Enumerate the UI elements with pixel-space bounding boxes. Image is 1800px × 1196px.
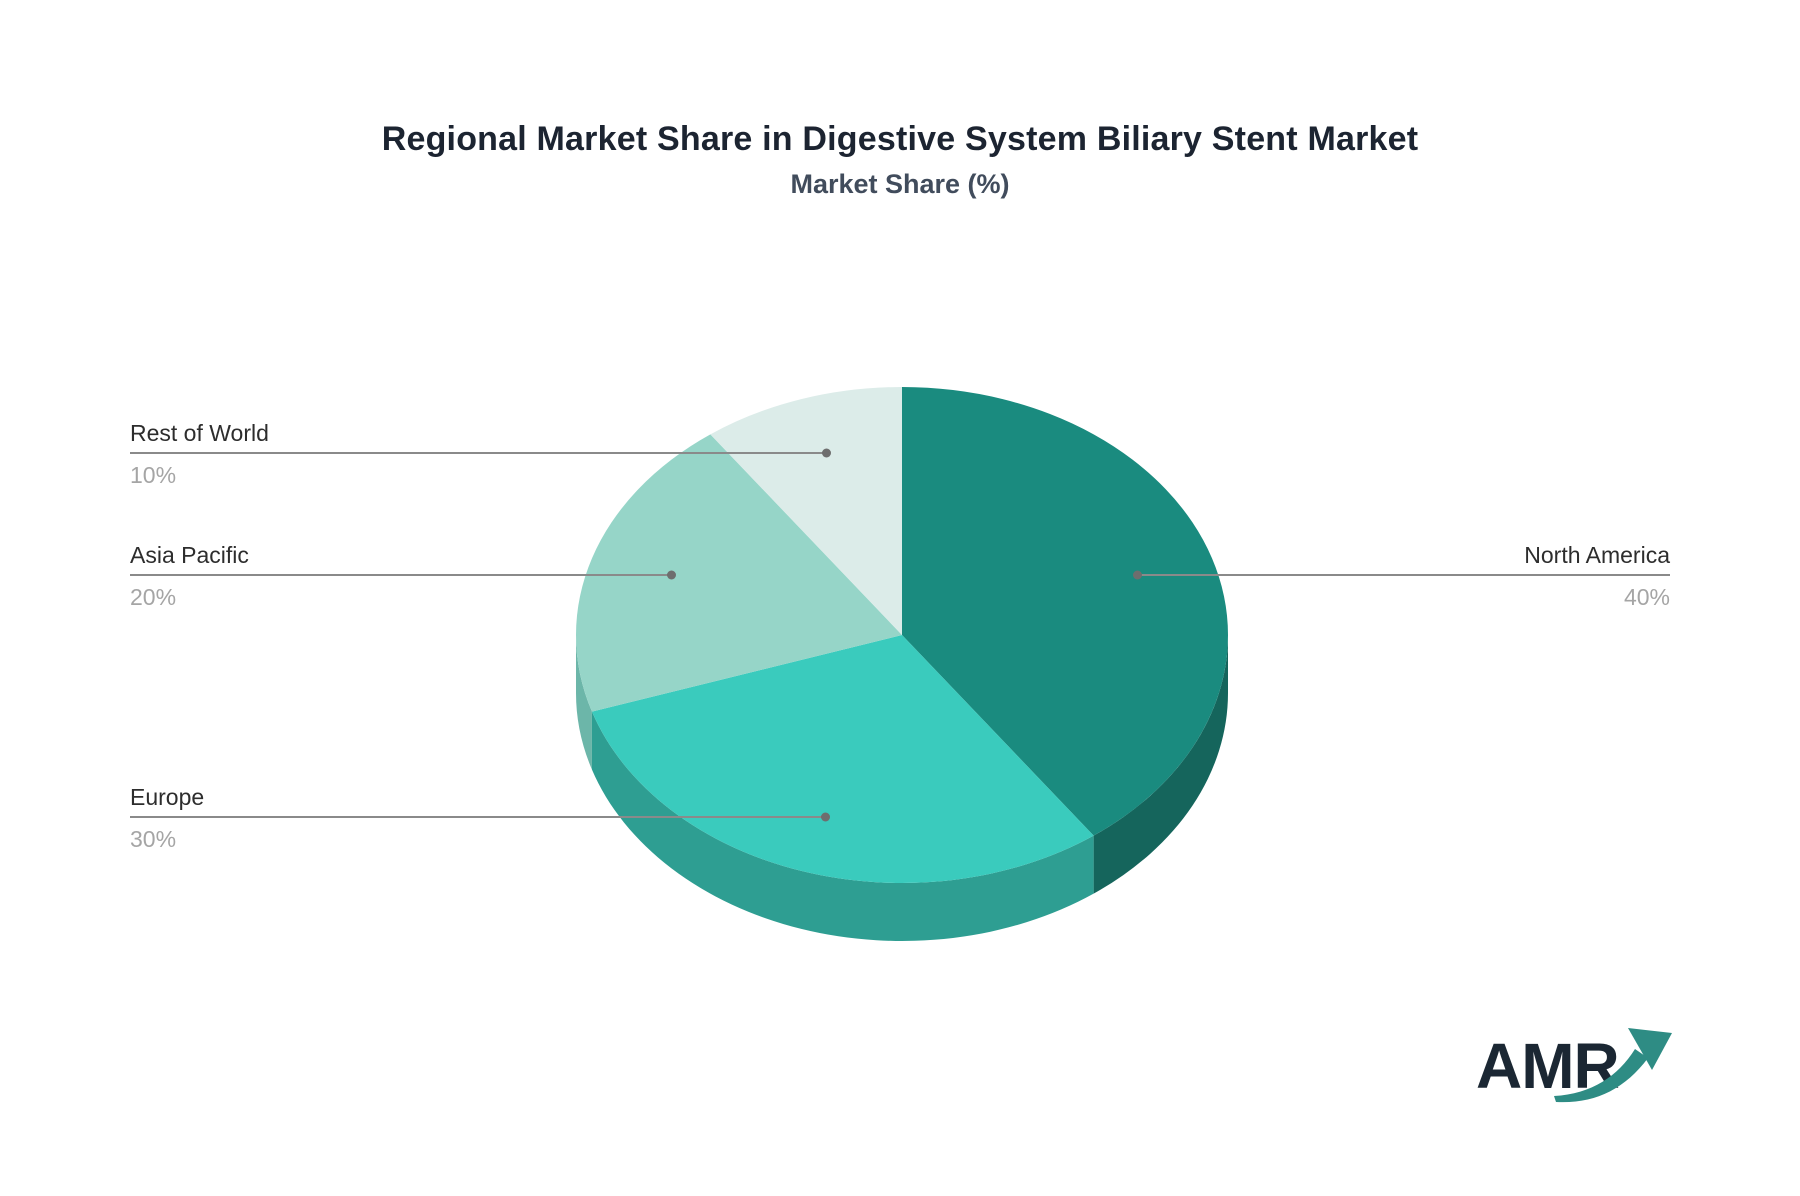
leader-line xyxy=(130,812,830,822)
leader-line xyxy=(130,570,676,580)
callout-label: Asia Pacific xyxy=(130,542,249,568)
pie-slice-asia-pacific[interactable] xyxy=(576,434,902,712)
amr-logo-arrow-icon xyxy=(1554,1028,1672,1103)
leader-dot xyxy=(821,812,830,822)
leader-dot xyxy=(1133,570,1142,580)
callout-value: 30% xyxy=(130,826,177,852)
leader-line xyxy=(130,448,831,458)
pie-slice-side-north-america xyxy=(1093,635,1228,894)
pie-slice-north-america[interactable] xyxy=(902,387,1228,836)
pie-slice-side-europe xyxy=(591,711,1094,942)
callout-rest-of-world: Rest of World 10% xyxy=(130,418,831,490)
callout-north-america: North America 40% xyxy=(1133,540,1670,612)
pie-slice-rest-of-world[interactable] xyxy=(710,387,902,635)
chart-title: Regional Market Share in Digestive Syste… xyxy=(381,120,1419,158)
callout-asia-pacific: Asia Pacific 20% xyxy=(130,540,676,612)
amr-logo: AMR xyxy=(1468,1012,1688,1112)
callout-label: Europe xyxy=(130,784,205,810)
callout-value: 20% xyxy=(130,584,177,610)
leader-line xyxy=(1133,570,1670,580)
callout-value: 10% xyxy=(130,462,177,488)
callout-europe: Europe 30% xyxy=(130,782,830,854)
callout-value: 40% xyxy=(1623,584,1670,610)
callout-label: Rest of World xyxy=(130,420,269,446)
leader-dot xyxy=(667,570,676,580)
pie-slice-europe[interactable] xyxy=(591,635,1094,883)
chart-subtitle: Market Share (%) xyxy=(790,169,1010,199)
leader-dot xyxy=(822,448,831,458)
callout-label: North America xyxy=(1524,542,1670,568)
pie-slice-side-asia-pacific xyxy=(576,635,592,770)
amr-logo-graphic: AMR xyxy=(1476,1028,1672,1103)
